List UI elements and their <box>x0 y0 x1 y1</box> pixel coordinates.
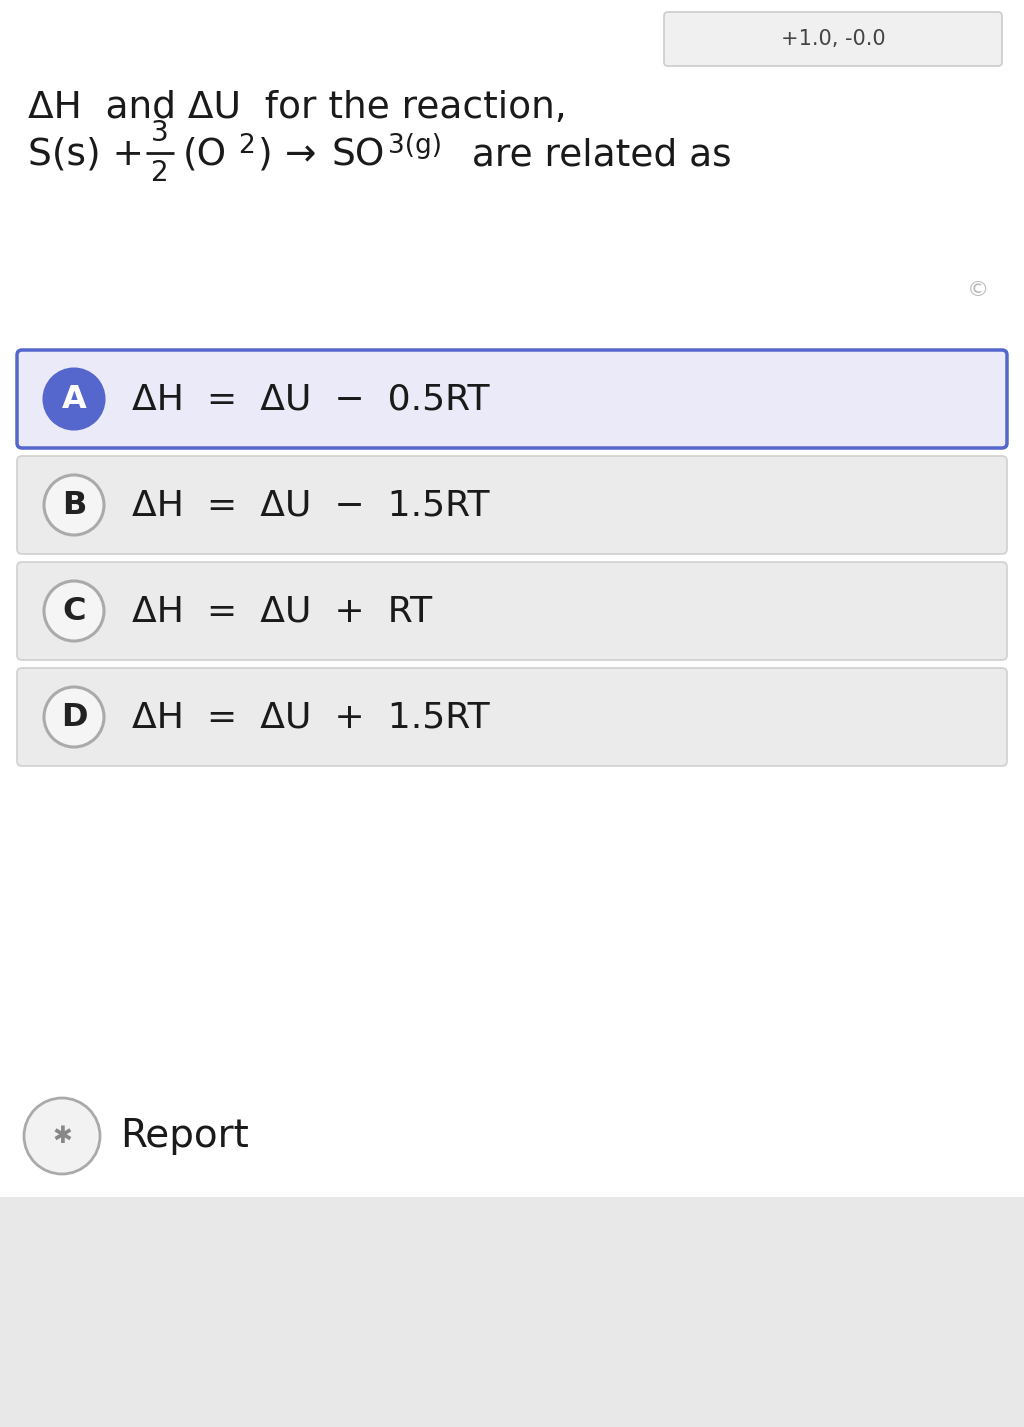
Text: D: D <box>60 702 87 732</box>
Circle shape <box>44 581 104 641</box>
Text: ): ) <box>258 137 272 173</box>
Text: ΔH  =  ΔU  −  1.5RT: ΔH = ΔU − 1.5RT <box>132 488 489 522</box>
Text: ©: © <box>967 280 989 300</box>
Text: +1.0, -0.0: +1.0, -0.0 <box>780 29 886 49</box>
Text: ΔH  and ΔU  for the reaction,: ΔH and ΔU for the reaction, <box>28 90 566 126</box>
Text: SO: SO <box>332 137 385 173</box>
Circle shape <box>44 686 104 746</box>
Text: A: A <box>61 384 86 414</box>
Text: 2: 2 <box>238 133 255 158</box>
Text: ΔH  =  ΔU  +  RT: ΔH = ΔU + RT <box>132 594 432 628</box>
FancyBboxPatch shape <box>17 668 1007 766</box>
Text: 2: 2 <box>152 158 169 187</box>
FancyBboxPatch shape <box>17 562 1007 661</box>
Text: ΔH  =  ΔU  −  0.5RT: ΔH = ΔU − 0.5RT <box>132 382 489 417</box>
Text: B: B <box>61 489 86 521</box>
Text: Report: Report <box>120 1117 249 1154</box>
Circle shape <box>44 370 104 430</box>
FancyBboxPatch shape <box>0 1197 1024 1427</box>
Text: →: → <box>285 137 316 173</box>
Text: S(s) +: S(s) + <box>28 137 156 173</box>
Circle shape <box>24 1097 100 1174</box>
Text: ✱: ✱ <box>52 1124 72 1147</box>
Text: C: C <box>62 595 86 626</box>
FancyBboxPatch shape <box>17 457 1007 554</box>
Text: (O: (O <box>183 137 227 173</box>
FancyBboxPatch shape <box>664 11 1002 66</box>
FancyBboxPatch shape <box>17 350 1007 448</box>
Text: 3: 3 <box>152 118 169 147</box>
Text: are related as: are related as <box>460 137 731 173</box>
Circle shape <box>44 475 104 535</box>
Text: 3(g): 3(g) <box>388 133 442 158</box>
Text: ΔH  =  ΔU  +  1.5RT: ΔH = ΔU + 1.5RT <box>132 701 489 733</box>
